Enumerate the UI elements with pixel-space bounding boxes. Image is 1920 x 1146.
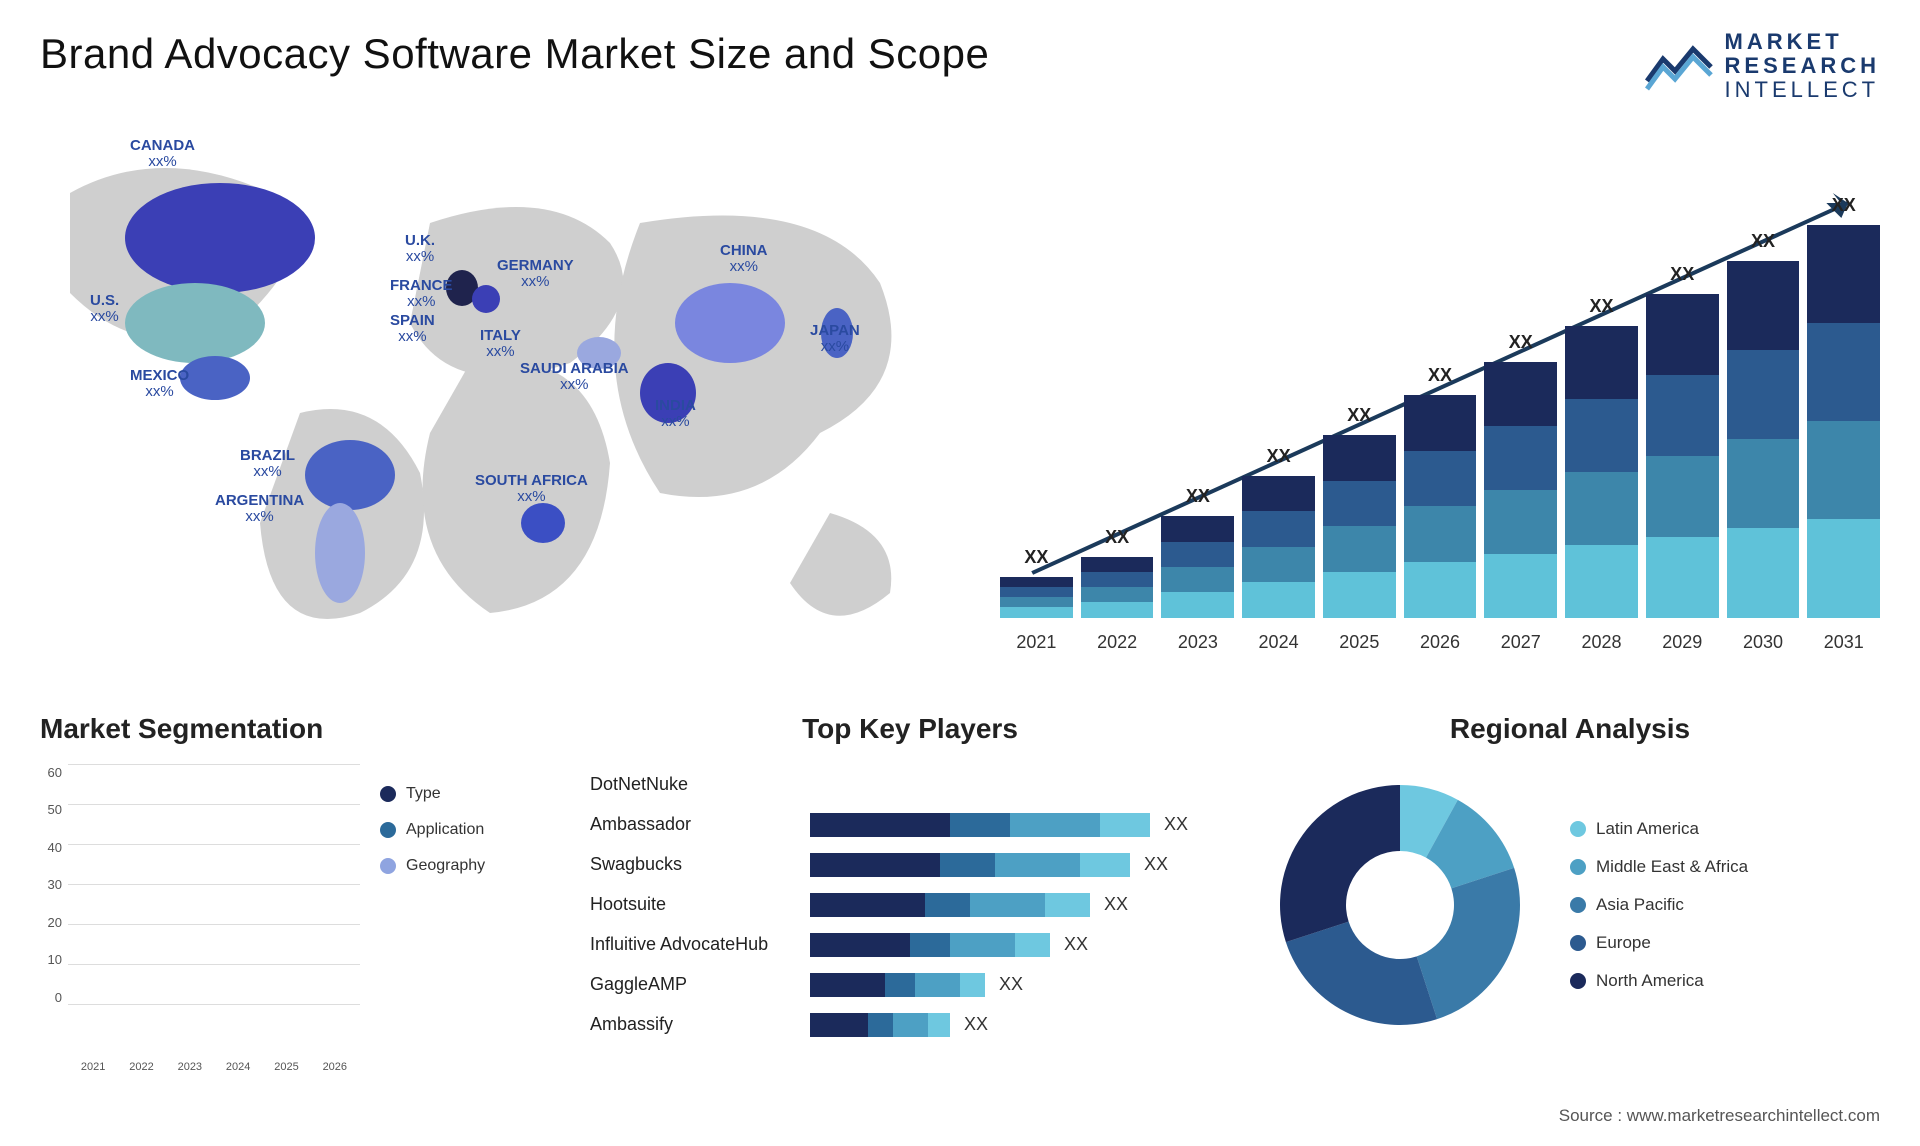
bar: XX xyxy=(1646,294,1719,618)
map-label: SOUTH AFRICAxx% xyxy=(475,473,588,506)
player-name: GaggleAMP xyxy=(590,974,810,995)
legend-item: Application xyxy=(380,821,485,839)
player-row: DotNetNuke xyxy=(590,765,1230,805)
regional-section: Regional Analysis Latin America Middle Ea… xyxy=(1260,713,1880,1073)
legend-item: Middle East & Africa xyxy=(1570,857,1748,877)
player-row: SwagbucksXX xyxy=(590,845,1230,885)
legend-item: Type xyxy=(380,785,485,803)
player-name: Hootsuite xyxy=(590,894,810,915)
bar: XX xyxy=(1807,225,1880,618)
logo-icon xyxy=(1645,41,1715,91)
x-label: 2030 xyxy=(1727,632,1800,653)
x-label: 2029 xyxy=(1646,632,1719,653)
x-label: 2025 xyxy=(1323,632,1396,653)
player-name: DotNetNuke xyxy=(590,774,810,795)
map-label: U.S.xx% xyxy=(90,293,119,326)
players-title: Top Key Players xyxy=(590,713,1230,745)
player-row: AmbassadorXX xyxy=(590,805,1230,845)
bar: XX xyxy=(1242,476,1315,618)
donut-slice xyxy=(1280,785,1400,942)
player-bar: XX xyxy=(810,893,1230,917)
donut-chart xyxy=(1260,765,1540,1045)
player-row: HootsuiteXX xyxy=(590,885,1230,925)
header: Brand Advocacy Software Market Size and … xyxy=(40,30,1880,103)
brand-logo: MARKET RESEARCH INTELLECT xyxy=(1645,30,1880,103)
player-name: Ambassify xyxy=(590,1014,810,1035)
logo-text: MARKET RESEARCH INTELLECT xyxy=(1725,30,1880,103)
map-label: MEXICOxx% xyxy=(130,368,189,401)
bar: XX xyxy=(1000,577,1073,618)
player-name: Influitive AdvocateHub xyxy=(590,934,810,955)
x-label: 2022 xyxy=(1081,632,1154,653)
regional-chart: Latin America Middle East & Africa Asia Pa… xyxy=(1260,765,1880,1045)
main-bar-chart: XXXXXXXXXXXXXXXXXXXXXX 20212022202320242… xyxy=(1000,133,1880,673)
donut-slice xyxy=(1417,867,1520,1018)
source-text: Source : www.marketresearchintellect.com xyxy=(1559,1106,1880,1126)
bar: XX xyxy=(1161,516,1234,617)
map-label: BRAZILxx% xyxy=(240,448,295,481)
top-row: CANADAxx% U.S.xx% MEXICOxx% BRAZILxx% ARGENT… xyxy=(40,133,1880,673)
player-name: Swagbucks xyxy=(590,854,810,875)
bar: XX xyxy=(1081,557,1154,618)
x-label: 2031 xyxy=(1807,632,1880,653)
bottom-row: Market Segmentation 6050403020100 Type Ap… xyxy=(40,713,1880,1073)
bar: XX xyxy=(1404,395,1477,618)
map-label: CANADAxx% xyxy=(130,138,195,171)
x-label: 2023 xyxy=(1161,632,1234,653)
player-row: AmbassifyXX xyxy=(590,1005,1230,1045)
bar: XX xyxy=(1323,435,1396,617)
map-label: U.K.xx% xyxy=(405,233,435,266)
map-label: SAUDI ARABIAxx% xyxy=(520,361,629,394)
legend-item: Latin America xyxy=(1570,819,1748,839)
map-label: ARGENTINAxx% xyxy=(215,493,304,526)
player-bar: XX xyxy=(810,973,1230,997)
map-label: ITALYxx% xyxy=(480,328,521,361)
x-label: 2026 xyxy=(1404,632,1477,653)
legend-item: Europe xyxy=(1570,933,1748,953)
map-label: JAPANxx% xyxy=(810,323,860,356)
x-label: 2024 xyxy=(1242,632,1315,653)
player-row: GaggleAMPXX xyxy=(590,965,1230,1005)
regional-title: Regional Analysis xyxy=(1260,713,1880,745)
segmentation-legend: Type Application Geography xyxy=(380,765,485,1055)
players-chart: DotNetNukeAmbassadorXXSwagbucksXXHootsui… xyxy=(590,765,1230,1045)
player-bar: XX xyxy=(810,933,1230,957)
regional-legend: Latin America Middle East & Africa Asia Pa… xyxy=(1570,819,1748,991)
segmentation-title: Market Segmentation xyxy=(40,713,560,745)
legend-item: Asia Pacific xyxy=(1570,895,1748,915)
y-axis: 6050403020100 xyxy=(40,765,68,1005)
player-bar: XX xyxy=(810,813,1230,837)
player-row: Influitive AdvocateHubXX xyxy=(590,925,1230,965)
player-bar: XX xyxy=(810,853,1230,877)
x-label: 2027 xyxy=(1484,632,1557,653)
segmentation-section: Market Segmentation 6050403020100 Type Ap… xyxy=(40,713,560,1073)
segmentation-x-axis: 202120222023202420252026 xyxy=(68,1061,360,1073)
players-section: Top Key Players DotNetNukeAmbassadorXXSw… xyxy=(590,713,1230,1073)
bar: XX xyxy=(1727,261,1800,617)
x-label: 2028 xyxy=(1565,632,1638,653)
page-title: Brand Advocacy Software Market Size and … xyxy=(40,30,989,78)
bar: XX xyxy=(1565,326,1638,618)
map-label: INDIAxx% xyxy=(655,398,696,431)
legend-item: North America xyxy=(1570,971,1748,991)
legend-item: Geography xyxy=(380,857,485,875)
bar: XX xyxy=(1484,362,1557,617)
map-label: FRANCExx% xyxy=(390,278,453,311)
world-map: CANADAxx% U.S.xx% MEXICOxx% BRAZILxx% ARGENT… xyxy=(40,133,960,673)
map-label: CHINAxx% xyxy=(720,243,768,276)
map-svg xyxy=(40,133,960,673)
player-bar: XX xyxy=(810,1013,1230,1037)
map-label: SPAINxx% xyxy=(390,313,435,346)
x-label: 2021 xyxy=(1000,632,1073,653)
player-name: Ambassador xyxy=(590,814,810,835)
segmentation-chart: 6050403020100 xyxy=(40,765,360,1055)
map-label: GERMANYxx% xyxy=(497,258,574,291)
donut-slice xyxy=(1286,921,1437,1024)
